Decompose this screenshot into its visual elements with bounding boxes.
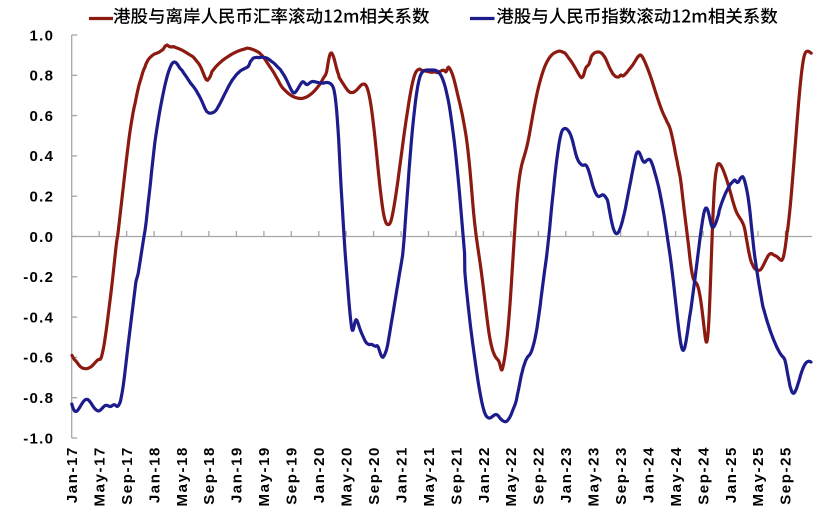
svg-text:Sep-21: Sep-21: [448, 446, 465, 505]
svg-text:-0.4: -0.4: [23, 309, 54, 326]
svg-text:-0.8: -0.8: [23, 390, 54, 407]
svg-text:-0.2: -0.2: [23, 269, 54, 286]
svg-text:Jan-25: Jan-25: [723, 446, 740, 503]
svg-text:0.0: 0.0: [30, 229, 55, 246]
svg-text:0.2: 0.2: [30, 189, 55, 206]
svg-text:Jan-20: Jan-20: [311, 446, 328, 503]
svg-text:May-20: May-20: [339, 446, 356, 506]
svg-text:Jan-17: Jan-17: [64, 446, 81, 503]
svg-text:Jan-18: Jan-18: [146, 446, 163, 503]
svg-text:Sep-18: Sep-18: [201, 446, 218, 505]
svg-text:Jan-19: Jan-19: [229, 446, 246, 503]
svg-text:May-22: May-22: [503, 446, 520, 506]
svg-text:Sep-24: Sep-24: [695, 446, 712, 505]
svg-text:Sep-23: Sep-23: [613, 446, 630, 505]
svg-text:-0.6: -0.6: [23, 350, 54, 367]
svg-text:Sep-22: Sep-22: [531, 446, 548, 505]
svg-text:Sep-25: Sep-25: [778, 446, 795, 505]
svg-text:May-17: May-17: [92, 446, 109, 506]
svg-text:May-18: May-18: [174, 446, 191, 506]
svg-text:0.6: 0.6: [30, 108, 55, 125]
svg-text:0.8: 0.8: [30, 68, 55, 85]
svg-text:May-24: May-24: [668, 446, 685, 506]
svg-text:Sep-20: Sep-20: [366, 446, 383, 505]
svg-text:May-19: May-19: [256, 446, 273, 506]
svg-text:0.4: 0.4: [30, 148, 55, 165]
svg-text:Jan-22: Jan-22: [476, 446, 493, 503]
svg-text:Sep-19: Sep-19: [284, 446, 301, 505]
svg-text:May-25: May-25: [750, 446, 767, 506]
svg-text:Jan-23: Jan-23: [558, 446, 575, 503]
svg-text:Jan-24: Jan-24: [640, 446, 657, 503]
svg-text:-1.0: -1.0: [23, 430, 54, 447]
svg-text:May-23: May-23: [586, 446, 603, 506]
svg-text:Jan-21: Jan-21: [393, 446, 410, 503]
svg-text:Sep-17: Sep-17: [119, 446, 136, 505]
svg-text:1.0: 1.0: [30, 27, 55, 44]
svg-text:May-21: May-21: [421, 446, 438, 506]
